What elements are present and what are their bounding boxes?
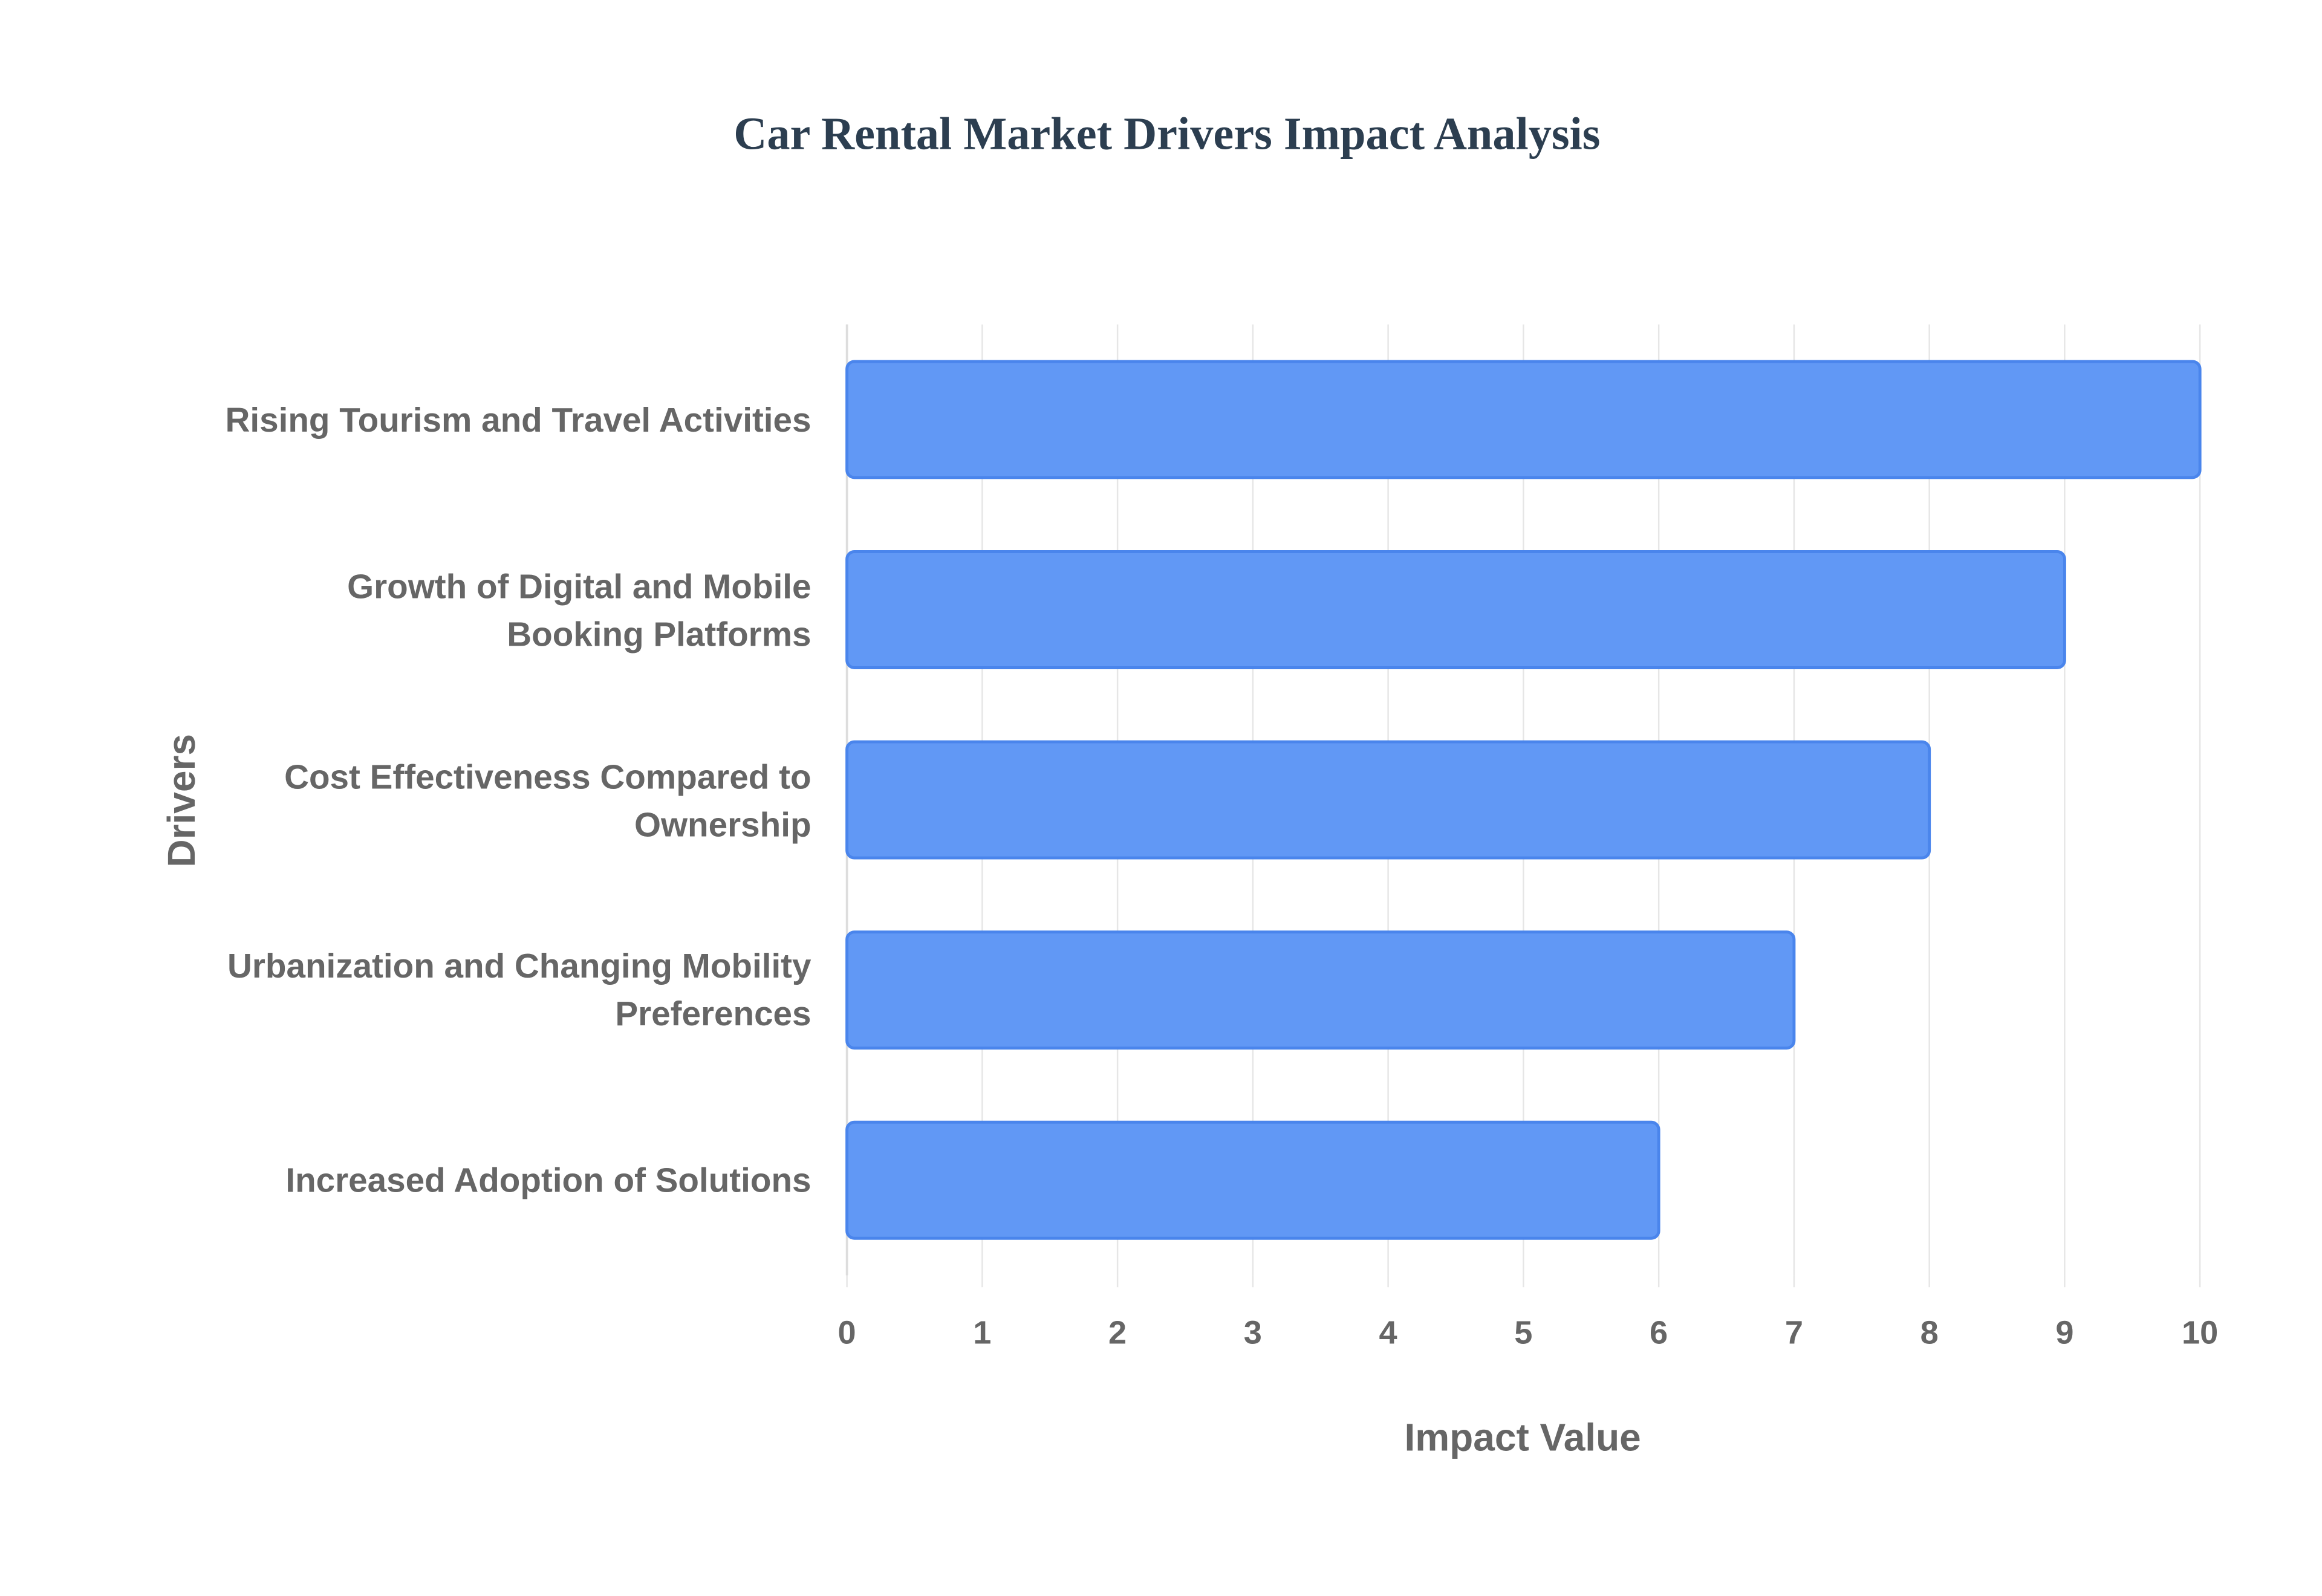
bar bbox=[845, 1120, 1660, 1240]
x-tick-label: 10 bbox=[2182, 1314, 2218, 1351]
x-tick-label: 4 bbox=[1379, 1314, 1397, 1351]
y-tick-label: Urbanization and Changing Mobility Prefe… bbox=[227, 947, 811, 1034]
y-tick-label: Increased Adoption of Solutions bbox=[285, 1161, 811, 1200]
y-tick-label: Rising Tourism and Travel Activities bbox=[225, 400, 811, 439]
x-tick-label: 5 bbox=[1514, 1314, 1532, 1351]
chart-title: Car Rental Market Drivers Impact Analysi… bbox=[733, 108, 1600, 159]
y-tick-label-box: Cost Effectiveness Compared to Ownership bbox=[284, 756, 811, 843]
bar bbox=[845, 360, 2202, 479]
y-tick-label: Cost Effectiveness Compared to Ownership bbox=[284, 756, 811, 843]
x-tick-label: 9 bbox=[2055, 1314, 2073, 1351]
bar bbox=[845, 930, 1796, 1050]
y-tick-label-box: Rising Tourism and Travel Activities bbox=[225, 400, 811, 439]
bar bbox=[845, 550, 2066, 669]
x-tick-label: 7 bbox=[1785, 1314, 1803, 1351]
x-tick-label: 3 bbox=[1244, 1314, 1262, 1351]
y-tick-label-box: Urbanization and Changing Mobility Prefe… bbox=[227, 947, 811, 1034]
bar bbox=[845, 740, 1931, 860]
y-tick-label: Growth of Digital and Mobile Booking Pla… bbox=[347, 566, 811, 653]
x-tick-label: 0 bbox=[838, 1314, 856, 1351]
y-axis-title: Drivers bbox=[160, 734, 203, 868]
x-tick-label: 8 bbox=[1920, 1314, 1939, 1351]
x-tick-label: 6 bbox=[1650, 1314, 1668, 1351]
x-tick-label: 1 bbox=[973, 1314, 991, 1351]
y-tick-label-box: Increased Adoption of Solutions bbox=[285, 1161, 811, 1200]
y-tick-label-box: Growth of Digital and Mobile Booking Pla… bbox=[347, 566, 811, 653]
x-axis-title: Impact Value bbox=[1405, 1416, 1641, 1459]
x-tick-label: 2 bbox=[1108, 1314, 1127, 1351]
